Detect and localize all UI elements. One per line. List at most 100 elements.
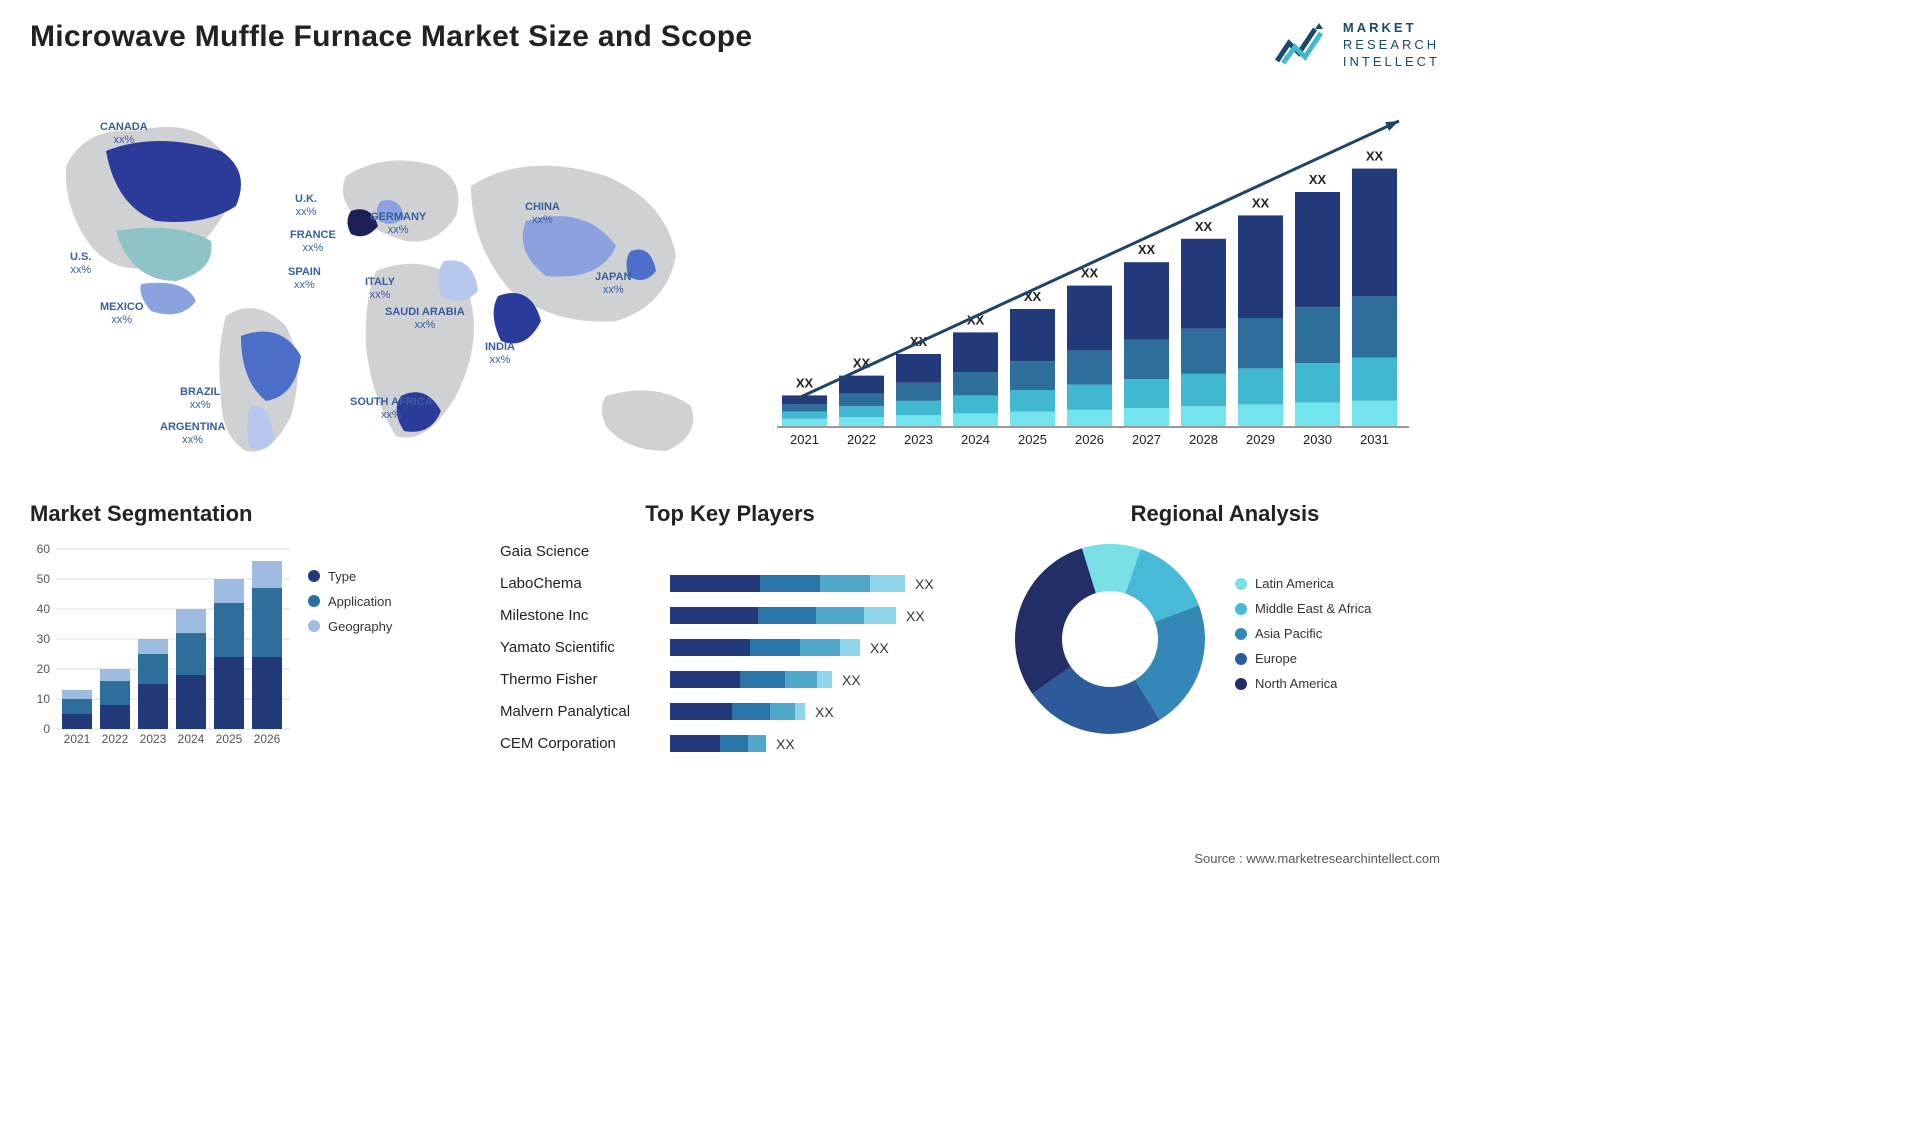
svg-text:2023: 2023	[904, 432, 933, 447]
svg-text:2022: 2022	[102, 732, 129, 746]
logo-line-1: MARKET	[1343, 20, 1417, 35]
player-value: XX	[915, 576, 934, 592]
legend-item: Geography	[308, 619, 438, 634]
map-label: CANADAxx%	[100, 121, 148, 147]
svg-text:10: 10	[37, 692, 51, 706]
logo-line-2: RESEARCH	[1343, 37, 1440, 54]
player-row: Malvern Panalytical XX	[500, 699, 980, 725]
map-us	[116, 227, 212, 280]
player-bar	[670, 671, 832, 688]
svg-text:2021: 2021	[790, 432, 819, 447]
map-label: SOUTH AFRICAxx%	[350, 396, 433, 422]
player-bar	[670, 607, 896, 624]
segmentation-title: Market Segmentation	[30, 501, 450, 527]
player-bar	[670, 703, 805, 720]
svg-text:2031: 2031	[1360, 432, 1389, 447]
svg-text:2029: 2029	[1246, 432, 1275, 447]
player-row: Thermo Fisher XX	[500, 667, 980, 693]
regional-legend: Latin America Middle East & Africa Asia Pa…	[1235, 576, 1371, 701]
player-row: CEM Corporation XX	[500, 731, 980, 757]
svg-text:2030: 2030	[1303, 432, 1332, 447]
map-label: ITALYxx%	[365, 276, 395, 302]
svg-text:20: 20	[37, 662, 51, 676]
player-name: Malvern Panalytical	[500, 703, 670, 720]
legend-item: Europe	[1235, 651, 1371, 666]
player-value: XX	[815, 704, 834, 720]
players-chart: Gaia ScienceLaboChemaXXMilestone IncXXYa…	[480, 539, 980, 757]
growth-chart-panel: XX2021XX2022XX2023XX2024XX2025XX2026XX20…	[762, 96, 1440, 481]
regional-donut-chart	[1010, 539, 1210, 739]
map-label: U.K.xx%	[295, 193, 317, 219]
svg-text:40: 40	[37, 602, 51, 616]
svg-text:XX: XX	[1252, 195, 1270, 210]
segmentation-legend: Type Application Geography	[308, 539, 438, 749]
player-row: Gaia Science	[500, 539, 980, 565]
player-row: Milestone Inc XX	[500, 603, 980, 629]
player-name: Thermo Fisher	[500, 671, 670, 688]
player-value: XX	[870, 640, 889, 656]
svg-text:XX: XX	[1366, 148, 1384, 163]
legend-item: Type	[308, 569, 438, 584]
map-label: MEXICOxx%	[100, 301, 143, 327]
page-title: Microwave Muffle Furnace Market Size and…	[30, 20, 752, 54]
player-value: XX	[776, 736, 795, 752]
svg-text:2023: 2023	[140, 732, 167, 746]
player-name: Gaia Science	[500, 543, 670, 560]
logo-line-3: INTELLECT	[1343, 54, 1440, 71]
player-bar	[670, 575, 905, 592]
player-value: XX	[906, 608, 925, 624]
players-title: Top Key Players	[480, 501, 980, 527]
player-bar	[670, 639, 860, 656]
growth-bar-chart: XX2021XX2022XX2023XX2024XX2025XX2026XX20…	[762, 96, 1422, 456]
world-map-panel: CANADAxx% U.S.xx% MEXICOxx% BRAZILxx% ARGENT…	[30, 96, 742, 481]
source-text: Source : www.marketresearchintellect.com	[1194, 851, 1440, 866]
map-label: INDIAxx%	[485, 341, 515, 367]
segmentation-bar-chart: 0 10 20 30 40 50 60 2021 2022 2023 2024 2025 2026	[30, 539, 290, 749]
svg-text:2028: 2028	[1189, 432, 1218, 447]
legend-item: Middle East & Africa	[1235, 601, 1371, 616]
map-label: SPAINxx%	[288, 266, 321, 292]
logo-icon	[1275, 23, 1333, 67]
svg-text:XX: XX	[1138, 242, 1156, 257]
svg-text:2024: 2024	[178, 732, 205, 746]
player-name: Milestone Inc	[500, 607, 670, 624]
svg-text:XX: XX	[796, 375, 814, 390]
svg-text:2026: 2026	[1075, 432, 1104, 447]
map-label: FRANCExx%	[290, 229, 336, 255]
player-bar	[670, 735, 766, 752]
map-label: SAUDI ARABIAxx%	[385, 306, 465, 332]
player-value: XX	[842, 672, 861, 688]
svg-text:2027: 2027	[1132, 432, 1161, 447]
svg-text:2021: 2021	[64, 732, 91, 746]
player-name: LaboChema	[500, 575, 670, 592]
regional-title: Regional Analysis	[1010, 501, 1440, 527]
legend-item: Latin America	[1235, 576, 1371, 591]
map-label: JAPANxx%	[595, 271, 631, 297]
svg-text:50: 50	[37, 572, 51, 586]
map-label: U.S.xx%	[70, 251, 91, 277]
svg-text:2025: 2025	[216, 732, 243, 746]
player-row: Yamato Scientific XX	[500, 635, 980, 661]
svg-text:XX: XX	[1309, 172, 1327, 187]
map-label: BRAZILxx%	[180, 386, 220, 412]
svg-text:2026: 2026	[254, 732, 281, 746]
svg-text:2022: 2022	[847, 432, 876, 447]
legend-item: Application	[308, 594, 438, 609]
svg-text:2025: 2025	[1018, 432, 1047, 447]
map-saudi	[438, 260, 478, 301]
player-name: Yamato Scientific	[500, 639, 670, 656]
map-label: ARGENTINAxx%	[160, 421, 225, 447]
player-row: LaboChema XX	[500, 571, 980, 597]
brand-logo: MARKET RESEARCH INTELLECT	[1275, 20, 1440, 71]
legend-item: North America	[1235, 676, 1371, 691]
svg-text:30: 30	[37, 632, 51, 646]
legend-item: Asia Pacific	[1235, 626, 1371, 641]
svg-text:0: 0	[43, 722, 50, 736]
player-name: CEM Corporation	[500, 735, 670, 752]
svg-text:XX: XX	[1195, 218, 1213, 233]
svg-text:60: 60	[37, 542, 51, 556]
svg-text:2024: 2024	[961, 432, 990, 447]
map-label: CHINAxx%	[525, 201, 560, 227]
map-label: GERMANYxx%	[370, 211, 426, 237]
map-mexico	[140, 282, 196, 314]
